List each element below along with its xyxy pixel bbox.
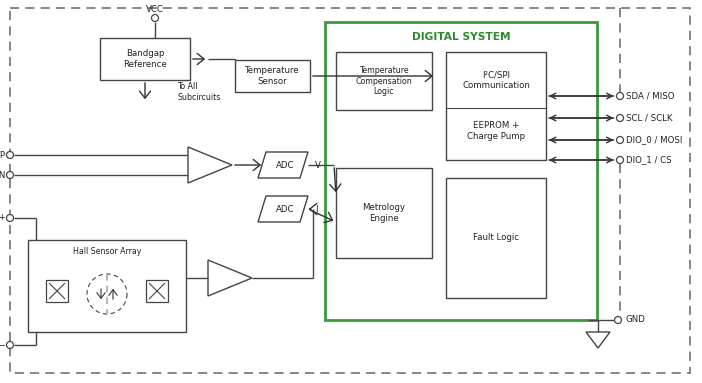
Circle shape: [6, 172, 13, 178]
Circle shape: [614, 316, 621, 324]
Text: IP+: IP+: [0, 213, 6, 223]
Text: I²C/SPI
Communication: I²C/SPI Communication: [462, 70, 530, 90]
Bar: [146, 280, 168, 302]
Bar: [46, 280, 68, 302]
Polygon shape: [258, 196, 308, 222]
Text: DIO_0 / MOSI: DIO_0 / MOSI: [626, 136, 682, 144]
Bar: [336, 168, 432, 258]
Text: Bandgap
Reference: Bandgap Reference: [123, 49, 167, 69]
Text: VINN: VINN: [0, 170, 6, 180]
Text: VINP: VINP: [0, 151, 6, 159]
Bar: [100, 38, 190, 80]
Bar: [325, 22, 597, 320]
Circle shape: [6, 342, 13, 349]
Polygon shape: [188, 147, 232, 183]
Text: VCC: VCC: [146, 5, 164, 15]
Bar: [446, 52, 546, 160]
Text: SDA / MISO: SDA / MISO: [626, 92, 675, 100]
Circle shape: [6, 152, 13, 159]
Text: Metrology
Engine: Metrology Engine: [362, 203, 406, 223]
Text: I: I: [315, 205, 317, 213]
Text: DIO_1 / CS: DIO_1 / CS: [626, 155, 672, 165]
Circle shape: [616, 157, 623, 164]
Text: Temperature
Sensor: Temperature Sensor: [245, 66, 300, 86]
Bar: [235, 60, 310, 92]
Text: SCL / SCLK: SCL / SCLK: [626, 113, 673, 123]
Text: GND: GND: [626, 316, 646, 324]
Circle shape: [616, 136, 623, 144]
Text: ADC: ADC: [276, 205, 294, 213]
Text: Fault Logic: Fault Logic: [473, 234, 519, 242]
Polygon shape: [586, 332, 610, 348]
Text: IP−: IP−: [0, 340, 6, 350]
Circle shape: [616, 115, 623, 121]
Text: V: V: [315, 160, 321, 170]
Text: Hall Sensor Array: Hall Sensor Array: [73, 247, 141, 257]
Circle shape: [616, 93, 623, 100]
Polygon shape: [258, 152, 308, 178]
Bar: [28, 240, 186, 332]
Circle shape: [6, 214, 13, 221]
Circle shape: [152, 15, 159, 21]
Bar: [336, 52, 432, 110]
Text: Temperature
Compensation
Logic: Temperature Compensation Logic: [356, 66, 412, 96]
Text: EEPROM +
Charge Pump: EEPROM + Charge Pump: [467, 121, 525, 141]
Polygon shape: [208, 260, 252, 296]
Bar: [446, 178, 546, 298]
Text: To All
Subcircuits: To All Subcircuits: [177, 82, 220, 102]
Text: ADC: ADC: [276, 160, 294, 170]
Text: DIGITAL SYSTEM: DIGITAL SYSTEM: [411, 32, 510, 42]
